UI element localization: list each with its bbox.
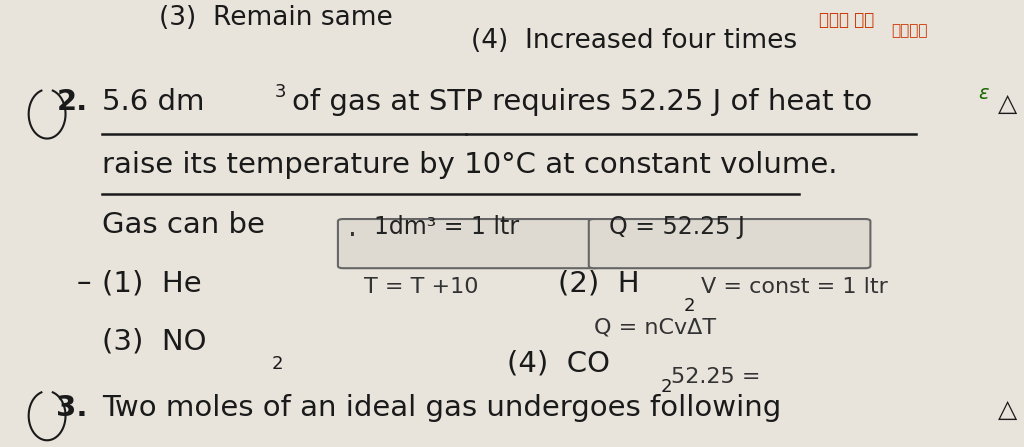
Text: 3.: 3. (56, 394, 88, 422)
Text: △: △ (998, 92, 1018, 116)
Text: 2: 2 (660, 378, 672, 396)
FancyBboxPatch shape (589, 219, 870, 268)
Text: 52.25 =: 52.25 = (671, 367, 760, 387)
Text: 2.: 2. (56, 88, 88, 116)
Text: अरे हि: अरे हि (819, 11, 874, 29)
Text: (3)  NO: (3) NO (102, 327, 207, 355)
Text: (4)  CO: (4) CO (507, 350, 610, 378)
Text: (1)  He: (1) He (102, 269, 202, 297)
Text: △: △ (998, 398, 1018, 422)
Text: Q = 52.25 J: Q = 52.25 J (609, 215, 745, 239)
Text: process as: process as (102, 441, 257, 447)
FancyBboxPatch shape (338, 219, 599, 268)
Text: Q = nCvΔT: Q = nCvΔT (594, 317, 716, 337)
Text: (4)  Increased four times: (4) Increased four times (471, 28, 797, 54)
Text: 2: 2 (271, 355, 283, 373)
Text: (2)  H: (2) H (558, 269, 640, 297)
Text: 1dm³ = 1 ltr: 1dm³ = 1 ltr (374, 215, 519, 239)
Text: ε: ε (978, 84, 988, 103)
Text: of gas at STP requires 52.25 J of heat to: of gas at STP requires 52.25 J of heat t… (292, 88, 872, 116)
Text: नहीं: नहीं (891, 23, 928, 38)
Text: 3: 3 (274, 83, 286, 101)
Text: V = const = 1 ltr: V = const = 1 ltr (701, 277, 888, 297)
Text: Gas can be: Gas can be (102, 211, 265, 239)
Text: –: – (77, 269, 91, 297)
Text: raise its temperature by 10°C at constant volume.: raise its temperature by 10°C at constan… (102, 151, 838, 179)
Text: (3)  Remain same: (3) Remain same (159, 5, 392, 31)
Text: Two moles of an ideal gas undergoes following: Two moles of an ideal gas undergoes foll… (102, 394, 781, 422)
Text: 2: 2 (684, 297, 695, 315)
Text: ·: · (348, 222, 357, 250)
Text: T = T +10: T = T +10 (364, 277, 478, 297)
Text: 5.6 dm: 5.6 dm (102, 88, 205, 116)
